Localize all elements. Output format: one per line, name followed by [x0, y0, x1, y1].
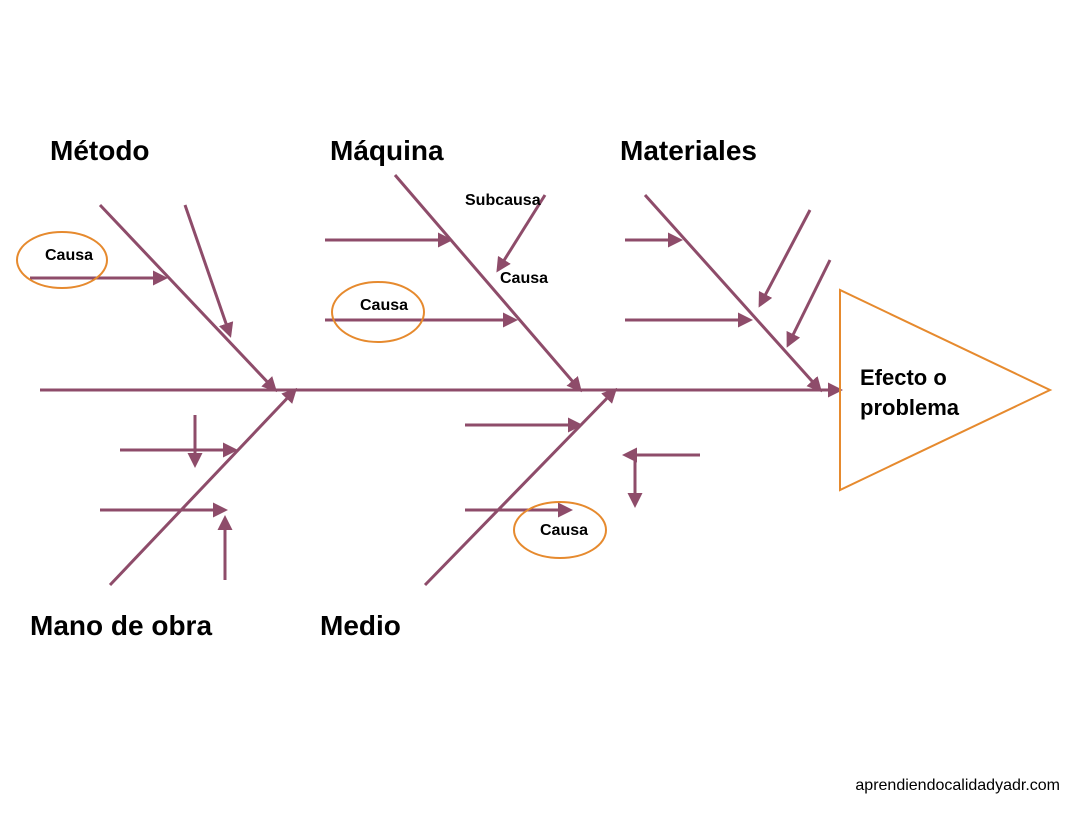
causa-label-4: Causa [540, 522, 588, 539]
bone-materiales [645, 195, 820, 390]
causa-label-0: Causa [45, 247, 93, 264]
effect-triangle [840, 290, 1050, 490]
causa-label-1: Causa [360, 297, 408, 314]
category-label-metodo: Método [50, 135, 150, 166]
category-label-medio: Medio [320, 610, 401, 641]
bone-metodo [100, 205, 275, 390]
category-label-maquina: Máquina [330, 135, 444, 166]
sub-arrow-materiales-7 [760, 210, 810, 305]
effect-label-line1: Efecto o [860, 365, 947, 390]
fishbone-diagram: Efecto o problema Método Máquina Materiales M… [0, 0, 1080, 818]
bone-medio [425, 390, 615, 585]
sub-arrow-materiales-8 [788, 260, 830, 345]
category-label-materiales: Materiales [620, 135, 757, 166]
bone-mano [110, 390, 295, 585]
sub-arrow-metodo-1 [185, 205, 230, 335]
causa-label-3: Subcausa [465, 192, 541, 209]
credit-text: aprendiendocalidadyadr.com [855, 777, 1060, 794]
category-label-mano: Mano de obra [30, 610, 212, 641]
effect-label-line2: problema [860, 395, 960, 420]
causa-label-2: Causa [500, 270, 548, 287]
